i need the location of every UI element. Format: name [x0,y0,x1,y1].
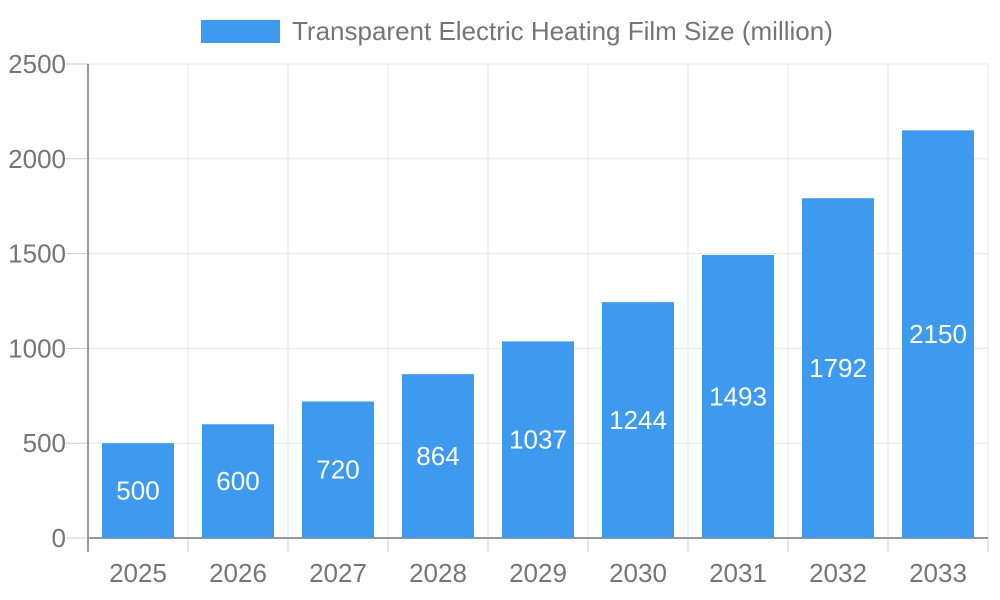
x-tick-label: 2028 [409,558,467,588]
bar-2028[interactable] [402,374,474,538]
y-tick-label: 2500 [8,49,66,79]
y-tick-label: 0 [52,523,66,553]
x-tick-label: 2026 [209,558,267,588]
bar-value-label: 2150 [909,319,967,349]
bar-value-label: 1792 [809,353,867,383]
bars-layer [102,130,974,539]
y-tick-label: 500 [23,428,66,458]
bar-value-label: 1037 [509,425,567,455]
bar-2032[interactable] [802,198,874,538]
x-tick-label: 2030 [609,558,667,588]
y-tick-label: 1500 [8,239,66,269]
bar-2033[interactable] [902,130,974,539]
bar-2026[interactable] [202,424,274,538]
bar-2030[interactable] [602,302,674,538]
y-tick-label: 1000 [8,333,66,363]
bar-value-label: 600 [216,466,259,496]
bar-2029[interactable] [502,341,574,538]
x-tick-label: 2033 [909,558,967,588]
bar-2025[interactable] [102,443,174,538]
bar-value-label: 500 [116,476,159,506]
x-tick-label: 2027 [309,558,367,588]
legend[interactable]: Transparent Electric Heating Film Size (… [201,16,833,46]
bar-2027[interactable] [302,401,374,538]
legend-label: Transparent Electric Heating Film Size (… [292,16,833,46]
bar-value-label: 1493 [709,381,767,411]
labels-layer: 0 500 1000 1500 2000 2500 500 2025 600 2026 720 202… [8,49,967,588]
bar-value-label: 864 [416,441,459,471]
y-tick-label: 2000 [8,144,66,174]
x-tick-label: 2029 [509,558,567,588]
legend-swatch [201,20,280,43]
x-tick-label: 2031 [709,558,767,588]
bar-value-label: 720 [316,455,359,485]
x-tick-label: 2032 [809,558,867,588]
x-tick-label: 2025 [109,558,167,588]
bar-2031[interactable] [702,254,774,539]
gridlines-layer [88,63,989,538]
bar-value-label: 1244 [609,405,667,435]
